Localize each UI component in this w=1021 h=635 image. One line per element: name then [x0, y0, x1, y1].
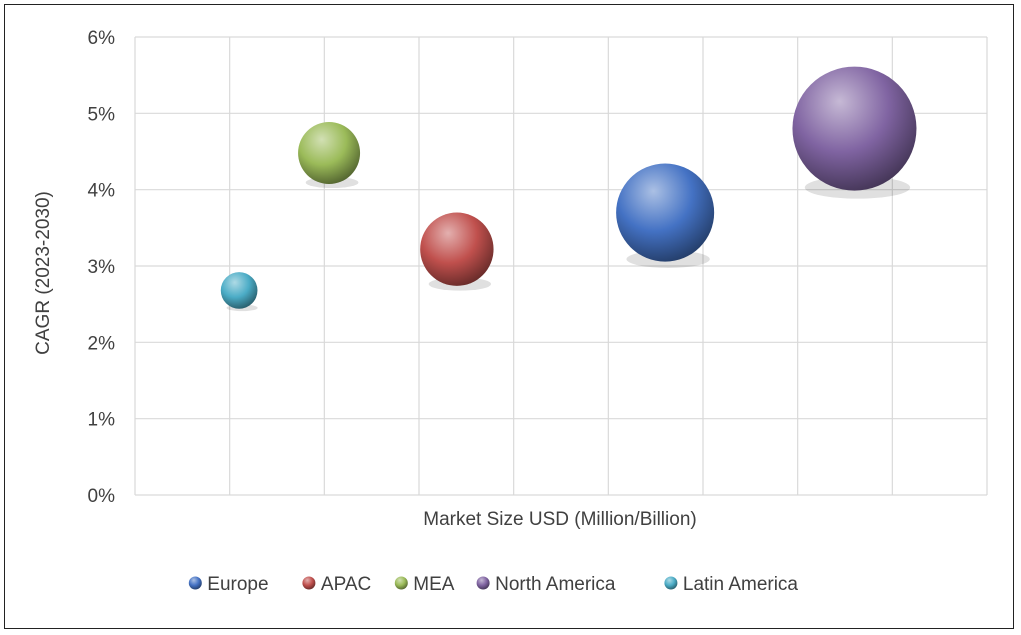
y-tick-label: 1% — [88, 410, 116, 431]
bubble-north-america — [792, 66, 917, 199]
bubble-europe — [616, 163, 715, 268]
legend-marker — [188, 576, 202, 590]
y-tick-label: 4% — [88, 181, 116, 202]
bubbles — [220, 66, 917, 312]
legend: Europe APAC MEA North America Latin America — [188, 574, 798, 595]
legend-label: MEA — [413, 574, 455, 595]
y-tick-label: 5% — [88, 104, 116, 125]
gridlines — [134, 36, 988, 496]
legend-label: APAC — [321, 574, 371, 595]
chart-frame: 0% 1% 2% 3% 4% 5% 6% CAGR (2023-2030) Market S… — [4, 4, 1014, 629]
y-tick-label: 0% — [88, 486, 116, 507]
legend-item-mea: MEA — [394, 574, 455, 595]
bubble-chart: 0% 1% 2% 3% 4% 5% 6% CAGR (2023-2030) Market S… — [33, 28, 988, 595]
legend-marker — [394, 576, 408, 590]
legend-label: Latin America — [683, 574, 799, 595]
legend-item-north-america: North America — [476, 574, 616, 595]
y-tick-label: 3% — [88, 257, 116, 278]
y-tick-label: 2% — [88, 333, 116, 354]
legend-label: North America — [495, 574, 616, 595]
legend-item-europe: Europe — [188, 574, 269, 595]
y-axis-label: CAGR (2023-2030) — [33, 191, 54, 355]
legend-item-apac: APAC — [302, 574, 371, 595]
y-axis-ticks: 0% 1% 2% 3% 4% 5% 6% — [88, 28, 116, 507]
bubble-latin-america — [220, 272, 258, 312]
legend-marker — [476, 576, 490, 590]
legend-item-latin-america: Latin America — [664, 574, 798, 595]
legend-label: Europe — [207, 574, 268, 595]
legend-marker — [664, 576, 678, 590]
bubble-apac — [420, 212, 494, 291]
y-tick-label: 6% — [88, 28, 116, 49]
x-axis-label: Market Size USD (Million/Billion) — [423, 509, 696, 530]
legend-marker — [302, 576, 316, 590]
bubble-mea — [298, 122, 361, 189]
